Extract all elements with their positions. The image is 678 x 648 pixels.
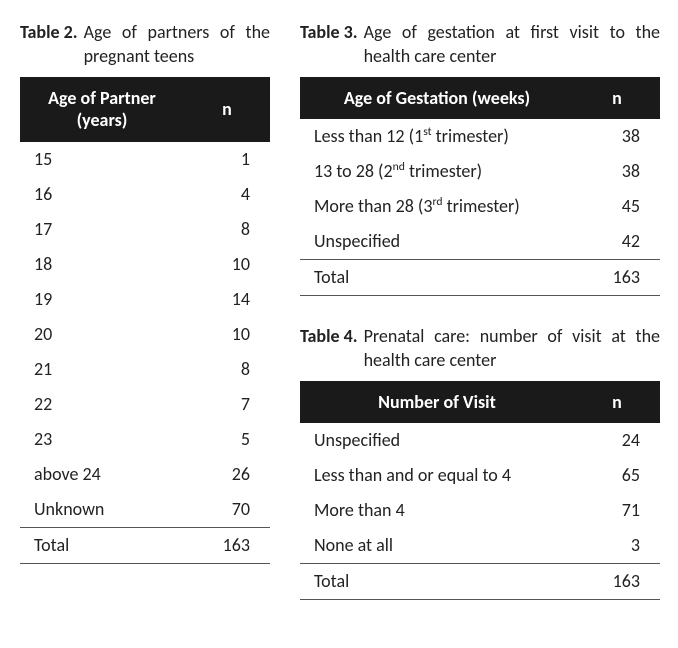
- table-3-label: Table 3.: [300, 20, 358, 44]
- table-4-label: Table 4.: [300, 324, 358, 348]
- table-3-total-row: Total 163: [300, 260, 660, 296]
- cell-n: 14: [184, 282, 270, 317]
- table-4-block: Table 4. Prenatal care: number of visit …: [300, 324, 660, 600]
- table-row: 1810: [20, 247, 270, 282]
- table-3-caption: Table 3. Age of gestation at first visit…: [300, 20, 660, 69]
- cell-n: 10: [184, 317, 270, 352]
- cell-n: 38: [574, 154, 660, 189]
- table-4-col-1: n: [574, 381, 660, 424]
- total-label: Total: [20, 527, 184, 563]
- table-3: Age of Gestation (weeks) n Less than 12 …: [300, 77, 660, 297]
- cell-label: Less than and or equal to 4: [300, 458, 574, 493]
- table-4-total-row: Total 163: [300, 564, 660, 600]
- cell-label: None at all: [300, 528, 574, 564]
- table-row: 227: [20, 387, 270, 422]
- cell-n: 45: [574, 189, 660, 224]
- cell-n: 65: [574, 458, 660, 493]
- cell-label: 22: [20, 387, 184, 422]
- cell-n: 42: [574, 224, 660, 260]
- total-label: Total: [300, 564, 574, 600]
- cell-n: 38: [574, 119, 660, 154]
- cell-n: 24: [574, 423, 660, 458]
- total-label: Total: [300, 260, 574, 296]
- table-row: above 2426: [20, 457, 270, 492]
- cell-n: 70: [184, 492, 270, 528]
- table-4: Number of Visit n Unspecified24 Less tha…: [300, 381, 660, 601]
- table-row: 2010: [20, 317, 270, 352]
- table-row: 178: [20, 212, 270, 247]
- table-row: None at all3: [300, 528, 660, 564]
- table-3-col-1: n: [574, 77, 660, 120]
- cell-label: Less than 12 (1st trimester): [300, 119, 574, 154]
- table-3-caption-text: Age of gestation at first visit to the h…: [364, 20, 660, 69]
- cell-label: Unknown: [20, 492, 184, 528]
- table-2-col-0: Age of Partner(years): [20, 77, 184, 142]
- cell-label: More than 28 (3rd trimester): [300, 189, 574, 224]
- table-2-caption-text: Age of partners of the pregnant teens: [84, 20, 270, 69]
- table-row: Unknown70: [20, 492, 270, 528]
- cell-n: 26: [184, 457, 270, 492]
- cell-n: 8: [184, 352, 270, 387]
- table-4-caption: Table 4. Prenatal care: number of visit …: [300, 324, 660, 373]
- table-row: More than 28 (3rd trimester)45: [300, 189, 660, 224]
- table-row: Unspecified24: [300, 423, 660, 458]
- cell-label: 16: [20, 177, 184, 212]
- cell-label: 17: [20, 212, 184, 247]
- table-row: 13 to 28 (2nd trimester)38: [300, 154, 660, 189]
- table-row: 164: [20, 177, 270, 212]
- cell-n: 5: [184, 422, 270, 457]
- table-row: 1914: [20, 282, 270, 317]
- cell-label: 21: [20, 352, 184, 387]
- cell-n: 4: [184, 177, 270, 212]
- cell-n: 3: [574, 528, 660, 564]
- table-4-col-0: Number of Visit: [300, 381, 574, 424]
- cell-n: 1: [184, 142, 270, 177]
- total-value: 163: [184, 527, 270, 563]
- table-row: 218: [20, 352, 270, 387]
- table-2-caption: Table 2. Age of partners of the pregnant…: [20, 20, 270, 69]
- table-3-col-0: Age of Gestation (weeks): [300, 77, 574, 120]
- table-row: 235: [20, 422, 270, 457]
- column-right: Table 3. Age of gestation at first visit…: [300, 20, 660, 628]
- table-row: Unspecified42: [300, 224, 660, 260]
- table-row: Less than 12 (1st trimester)38: [300, 119, 660, 154]
- table-4-caption-text: Prenatal care: number of visit at the he…: [364, 324, 660, 373]
- cell-n: 71: [574, 493, 660, 528]
- table-3-block: Table 3. Age of gestation at first visit…: [300, 20, 660, 296]
- table-2-label: Table 2.: [20, 20, 78, 44]
- cell-label: 19: [20, 282, 184, 317]
- table-2: Age of Partner(years) n 151 164 178 1810…: [20, 77, 270, 564]
- cell-label: 13 to 28 (2nd trimester): [300, 154, 574, 189]
- table-2-block: Table 2. Age of partners of the pregnant…: [20, 20, 270, 564]
- cell-label: Unspecified: [300, 423, 574, 458]
- page: Table 2. Age of partners of the pregnant…: [20, 20, 658, 628]
- cell-label: 23: [20, 422, 184, 457]
- total-value: 163: [574, 260, 660, 296]
- cell-label: More than 4: [300, 493, 574, 528]
- column-left: Table 2. Age of partners of the pregnant…: [20, 20, 270, 592]
- cell-label: Unspecified: [300, 224, 574, 260]
- table-2-col-1: n: [184, 77, 270, 142]
- total-value: 163: [574, 564, 660, 600]
- table-row: Less than and or equal to 465: [300, 458, 660, 493]
- cell-label: above 24: [20, 457, 184, 492]
- table-2-total-row: Total 163: [20, 527, 270, 563]
- table-row: 151: [20, 142, 270, 177]
- cell-label: 15: [20, 142, 184, 177]
- table-row: More than 471: [300, 493, 660, 528]
- cell-n: 7: [184, 387, 270, 422]
- cell-n: 8: [184, 212, 270, 247]
- cell-label: 18: [20, 247, 184, 282]
- cell-label: 20: [20, 317, 184, 352]
- cell-n: 10: [184, 247, 270, 282]
